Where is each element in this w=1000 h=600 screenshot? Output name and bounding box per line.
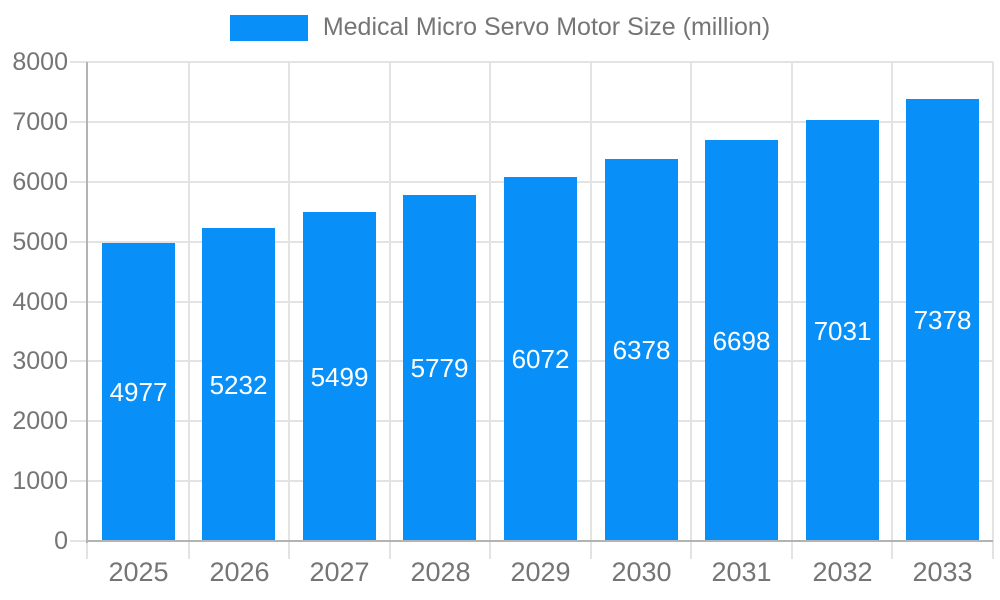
y-axis-label: 6000 xyxy=(12,168,68,196)
y-axis-label: 4000 xyxy=(12,288,68,316)
bar-value-label: 6698 xyxy=(712,325,771,356)
x-axis-label: 2028 xyxy=(410,557,471,587)
x-axis-label: 2031 xyxy=(711,557,772,587)
legend-swatch xyxy=(229,14,308,41)
bar-2027[interactable]: 5499 xyxy=(303,212,376,541)
y-axis-label: 7000 xyxy=(12,108,68,136)
bar-value-label: 4977 xyxy=(109,377,168,407)
x-gridline xyxy=(288,62,290,559)
bar-value-label: 7378 xyxy=(913,305,972,335)
x-axis-label: 2030 xyxy=(611,557,672,587)
bar-2031[interactable]: 6698 xyxy=(705,140,778,541)
bar-2030[interactable]: 6378 xyxy=(605,159,678,541)
bar-value-label: 5779 xyxy=(410,353,469,383)
x-gridline xyxy=(489,62,491,559)
bar-value-label: 7031 xyxy=(813,315,872,346)
bar-2026[interactable]: 5232 xyxy=(202,228,275,541)
bar-2032[interactable]: 7031 xyxy=(806,120,879,541)
y-gridline xyxy=(70,61,993,63)
x-gridline xyxy=(992,62,994,559)
x-gridline xyxy=(690,62,692,559)
bar-2025[interactable]: 4977 xyxy=(102,243,175,541)
x-axis-label: 2026 xyxy=(209,557,270,587)
x-axis-label: 2025 xyxy=(108,557,169,587)
x-axis-label: 2027 xyxy=(309,557,370,587)
x-gridline xyxy=(891,62,893,559)
bar-value-label: 5499 xyxy=(310,361,369,392)
bar-value-label: 6378 xyxy=(612,335,671,365)
bar-2033[interactable]: 7378 xyxy=(906,99,979,541)
y-axis-label: 3000 xyxy=(12,347,68,375)
bar-value-label: 6072 xyxy=(511,344,570,374)
y-gridline xyxy=(70,121,993,123)
legend[interactable]: Medical Micro Servo Motor Size (million) xyxy=(0,13,1000,42)
y-axis-label: 5000 xyxy=(12,228,68,256)
x-gridline xyxy=(590,62,592,559)
y-axis-label: 1000 xyxy=(12,467,68,495)
bar-2028[interactable]: 5779 xyxy=(403,195,476,541)
y-axis-label: 0 xyxy=(54,527,68,555)
x-gridline xyxy=(188,62,190,559)
x-axis-line xyxy=(88,540,993,542)
legend-label: Medical Micro Servo Motor Size (million) xyxy=(322,13,771,41)
bar-value-label: 5232 xyxy=(209,369,268,400)
x-axis-label: 2029 xyxy=(510,557,571,587)
y-axis-label: 8000 xyxy=(12,48,68,76)
y-axis-label: 2000 xyxy=(12,407,68,435)
x-axis-label: 2032 xyxy=(812,557,873,587)
bar-2029[interactable]: 6072 xyxy=(504,177,577,541)
x-axis-label: 2033 xyxy=(912,557,973,587)
plot-area: 4977 5232 5499 5779 6072 6378 6698 7031 7378 xyxy=(70,61,994,559)
x-gridline xyxy=(791,62,793,559)
x-gridline xyxy=(389,62,391,559)
y-axis-line xyxy=(86,62,88,543)
